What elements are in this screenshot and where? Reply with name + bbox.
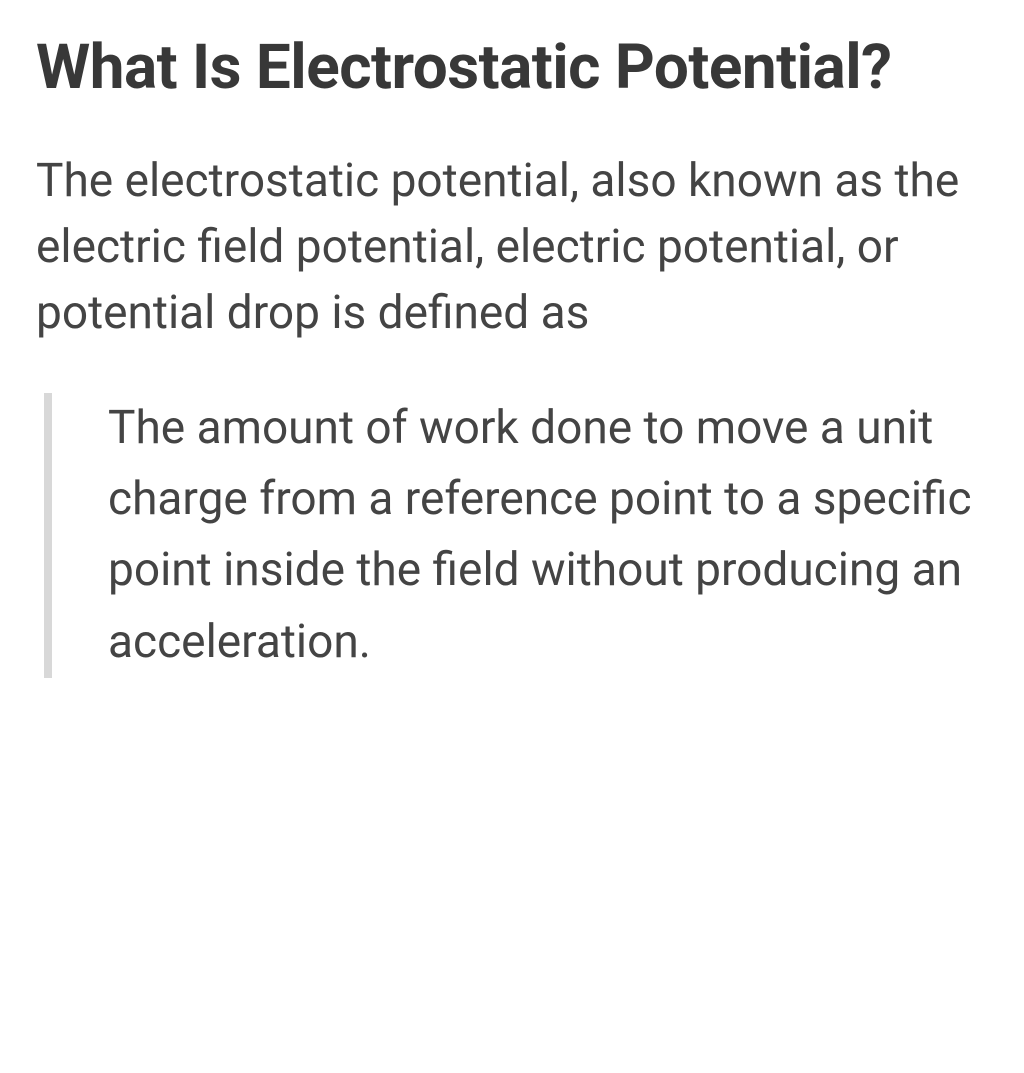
- definition-text: The amount of work done to move a unit c…: [108, 393, 988, 678]
- definition-blockquote: The amount of work done to move a unit c…: [44, 393, 988, 678]
- intro-paragraph: The electrostatic potential, also known …: [36, 149, 988, 346]
- page-heading: What Is Electrostatic Potential?: [36, 28, 988, 107]
